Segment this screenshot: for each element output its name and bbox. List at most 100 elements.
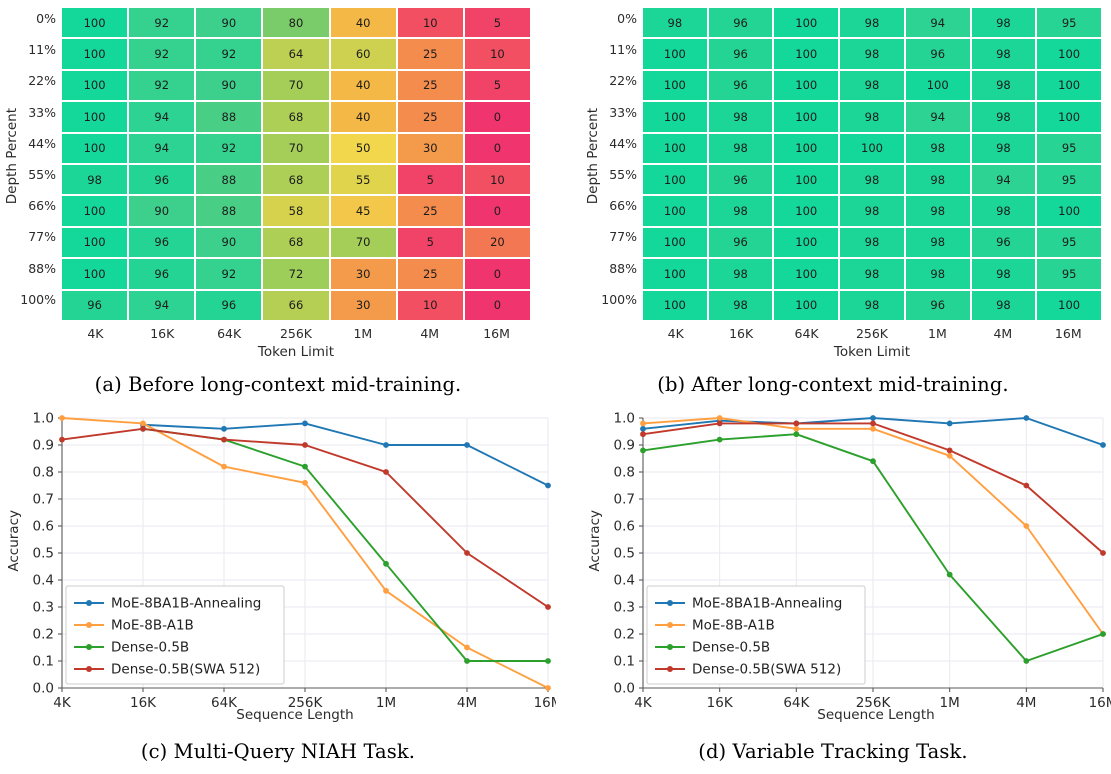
heatmap-ytick: 77% (28, 229, 56, 245)
heatmap-cell: 64 (263, 39, 329, 69)
heatmap-cell: 88 (196, 102, 262, 132)
heatmap-cell: 94 (971, 164, 1036, 195)
heatmap-cell: 25 (397, 102, 463, 132)
heatmap-ytick: 22% (609, 73, 637, 89)
heatmap-cell: 55 (330, 164, 396, 195)
heatmap-cell: 30 (330, 290, 396, 320)
linechart-d-svg: 0.0 0.1 0.2 0.3 0.4 0.5 0.6 0.7 0.8 0.9 1.0 4K 16K 64… (614, 411, 1111, 711)
series-marker (302, 479, 308, 486)
heatmap-cell: 94 (905, 102, 970, 132)
heatmap-cell: 100 (774, 290, 839, 320)
series-marker (221, 463, 227, 470)
series-marker (640, 431, 646, 438)
heatmap-cell: 100 (774, 164, 839, 195)
heatmap-cell: 100 (643, 227, 707, 258)
axis-y-ticklabel: 0.6 (614, 519, 635, 535)
axis-y-ticklabel: 0.4 (33, 573, 54, 589)
series-marker (464, 644, 470, 651)
heatmap-cell: 30 (330, 259, 396, 289)
heatmap-ytick: 66% (609, 198, 637, 214)
heatmap-cell: 98 (840, 70, 904, 101)
heatmap-cell: 88 (196, 164, 262, 195)
heatmap-cell: 98 (971, 133, 1036, 163)
axis-y-ticklabel: 0.5 (614, 546, 635, 562)
heatmap-cell: 95 (1037, 227, 1101, 258)
heatmap-b-xlabel: Token Limit (833, 344, 911, 360)
heatmap-cell: 96 (905, 290, 970, 320)
legend-box (65, 585, 285, 685)
axis-y-ticklabel: 0.4 (614, 573, 635, 589)
heatmap-cell: 100 (643, 196, 707, 226)
axis-x-ticklabel: 1M (940, 695, 960, 710)
axis-x-ticklabel: 4M (457, 695, 477, 710)
heatmap-cell: 98 (905, 196, 970, 226)
heatmap-cell: 25 (397, 39, 463, 69)
heatmap-cell: 100 (62, 196, 128, 226)
series-marker (221, 436, 227, 443)
heatmap-cell: 92 (196, 133, 262, 163)
heatmap-cell: 94 (129, 290, 195, 320)
panel-heatmap-after: Depth Percent 0% 11% 22% 33% 44% 55% 66% 77% 88%… (555, 0, 1111, 400)
series-marker (383, 469, 389, 475)
heatmap-cell: 10 (464, 39, 530, 69)
heatmap-cell: 92 (196, 259, 262, 289)
axis-x-ticklabel: 64K (783, 695, 810, 710)
heatmap-xtick: 4M (993, 326, 1013, 341)
heatmap-cell: 66 (263, 290, 329, 320)
legend-label: MoE-8BA1B-Annealing (111, 596, 261, 612)
heatmap-cell: 58 (263, 196, 329, 226)
heatmap-xtick: 64K (794, 326, 819, 341)
heatmap-cell: 98 (708, 196, 773, 226)
heatmap-cell: 92 (196, 39, 262, 69)
heatmap-cell: 98 (643, 8, 707, 38)
axis-y-ticklabel: 0.9 (614, 438, 635, 454)
heatmap-xtick: 16K (150, 326, 175, 341)
heatmap-cell: 96 (129, 227, 195, 258)
heatmap-cell: 68 (263, 164, 329, 195)
axis-x-ticklabel: 4K (53, 695, 72, 710)
heatmap-ytick: 22% (28, 73, 56, 89)
heatmap-xtick: 256K (855, 326, 889, 341)
series-marker (545, 482, 551, 489)
heatmap-cell: 60 (330, 39, 396, 69)
heatmap-cell: 25 (397, 196, 463, 226)
series-marker (59, 415, 65, 421)
series-marker (383, 587, 389, 594)
axis-x-ticklabel: 16M (534, 695, 556, 710)
heatmap-cell: 92 (129, 70, 195, 101)
axis-x-ticklabel: 256K (288, 695, 324, 710)
series-marker (464, 442, 470, 448)
caption-d: (d) Variable Tracking Task. (698, 740, 968, 763)
heatmap-cell: 100 (774, 102, 839, 132)
heatmap-cell: 96 (129, 259, 195, 289)
heatmap-cell: 94 (129, 102, 195, 132)
series-marker (140, 420, 146, 427)
heatmap-cell: 100 (62, 102, 128, 132)
axis-x-ticklabel: 4M (1016, 695, 1036, 710)
heatmap-cell: 0 (464, 290, 530, 320)
series-marker (870, 420, 876, 427)
heatmap-ytick: 33% (28, 104, 56, 120)
heatmap-ytick: 55% (609, 166, 637, 182)
heatmap-cell: 95 (1037, 259, 1101, 289)
legend-marker (667, 666, 673, 672)
series-marker (545, 658, 551, 664)
heatmap-ytick: 88% (28, 260, 56, 276)
heatmap-cell: 92 (129, 8, 195, 38)
heatmap-ytick: 100% (601, 291, 637, 307)
heatmap-ytick: 77% (609, 229, 637, 245)
panel-line-niah: Accuracy 0.0 0.1 0.2 0.3 0.4 0.5 0.6 0.7 0.8 0.9 1… (0, 400, 556, 774)
axis-x-ticklabel: 16K (130, 695, 157, 710)
heatmap-cell: 96 (129, 164, 195, 195)
heatmap-cell: 80 (263, 8, 329, 38)
axis-y-ticklabel: 0.9 (33, 438, 54, 454)
heatmap-cell: 98 (840, 102, 904, 132)
heatmap-cell: 90 (196, 8, 262, 38)
heatmap-cell: 0 (464, 102, 530, 132)
series-marker (716, 420, 723, 427)
heatmap-cell: 98 (840, 290, 904, 320)
axis-y-ticklabel: 0.3 (614, 600, 635, 616)
series-marker (1100, 442, 1106, 448)
heatmap-cell: 92 (129, 39, 195, 69)
heatmap-a-xticks: 4K 16K 64K 256K 1M 4M 16M (62, 326, 530, 341)
